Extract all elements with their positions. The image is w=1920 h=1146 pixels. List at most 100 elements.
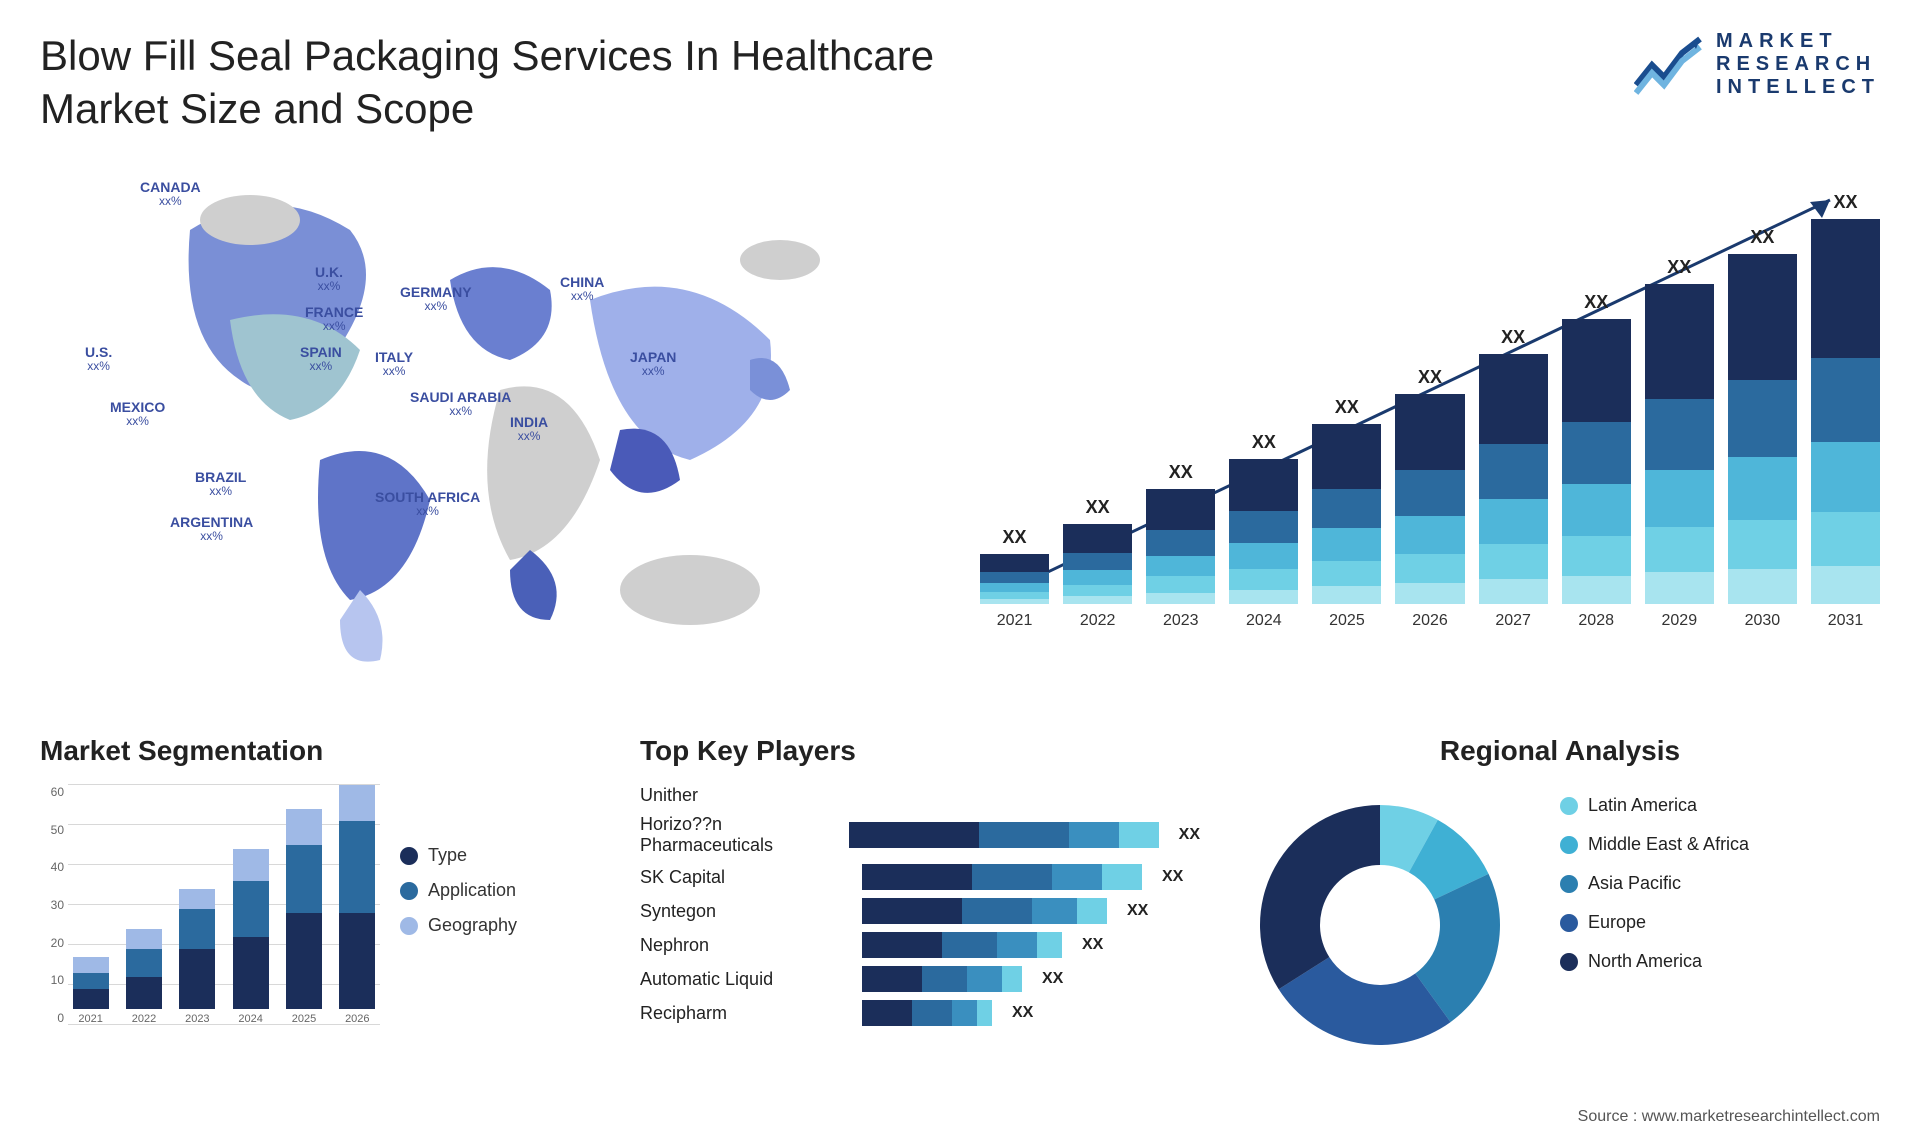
segmentation-bar-year: 2026 [345,1013,369,1025]
forecast-bar-year: 2025 [1329,612,1365,630]
player-bar [862,898,1107,924]
forecast-bar-year: 2022 [1080,612,1116,630]
logo-line-2: RESEARCH [1716,53,1880,76]
player-value-label: XX [1179,826,1200,844]
forecast-bar-value-label: XX [1584,292,1608,313]
forecast-bar [1479,354,1548,604]
forecast-bar-col: XX2025 [1312,397,1381,630]
player-value-label: XX [1042,970,1063,988]
segmentation-bar-col: 2024 [228,849,273,1025]
forecast-bar [1229,459,1298,604]
map-country-label: ITALYxx% [375,350,413,379]
forecast-bar-col: XX2030 [1728,227,1797,630]
legend-item: Europe [1560,912,1749,933]
map-country-label: U.K.xx% [315,265,343,294]
forecast-bar-col: XX2023 [1146,462,1215,630]
regional-heading: Regional Analysis [1240,735,1880,767]
forecast-bar-col: XX 2028 [1562,292,1631,630]
segmentation-bar-col: 2025 [281,809,326,1025]
legend-item: North America [1560,951,1749,972]
logo-mark-icon [1634,35,1704,95]
map-country-label: FRANCExx% [305,305,363,334]
forecast-bar-value-label: XX [1750,227,1774,248]
player-bar [849,822,1159,848]
forecast-bar-year: 2027 [1495,612,1531,630]
forecast-bar [1063,524,1132,604]
forecast-bar-value-label: XX [1833,192,1857,213]
regional-donut-chart [1240,785,1520,1065]
forecast-bar-year: 2026 [1412,612,1448,630]
player-name: SK Capital [640,867,850,888]
regional-panel: Regional Analysis Latin America Middle Ea… [1240,735,1880,1065]
player-bar [862,1000,992,1026]
legend-item: Middle East & Africa [1560,834,1749,855]
forecast-bar-value-label: XX [1086,497,1110,518]
world-map-icon [40,160,940,700]
players-panel: Top Key Players Unither Horizo??n Pharmac… [640,735,1200,1034]
legend-item: Asia Pacific [1560,873,1749,894]
forecast-bar-value-label: XX [1252,432,1276,453]
map-country-label: CANADAxx% [140,180,201,209]
forecast-bar-year: 2021 [997,612,1033,630]
map-country-label: INDIAxx% [510,415,548,444]
regional-legend: Latin America Middle East & Africa Asia Pa… [1560,785,1749,972]
forecast-bar [1146,489,1215,604]
map-country-label: CHINAxx% [560,275,604,304]
map-country-label: MEXICOxx% [110,400,165,429]
brand-logo: MARKET RESEARCH INTELLECT [1634,30,1880,99]
forecast-bar-col: XX 2022 [1063,497,1132,630]
segmentation-bar-year: 2022 [132,1013,156,1025]
player-name: Nephron [640,935,850,956]
player-name: Automatic Liquid [640,969,850,990]
forecast-bar [1811,219,1880,604]
legend-item: Application [400,880,517,901]
logo-line-3: INTELLECT [1716,76,1880,99]
forecast-bar-year: 2024 [1246,612,1282,630]
player-row: RecipharmXX [640,1000,1200,1026]
forecast-bar-col: XX2021 [980,527,1049,630]
segmentation-bar [339,785,375,1009]
players-heading: Top Key Players [640,735,1200,767]
forecast-bar [1312,424,1381,604]
player-row: Unither [640,785,1200,806]
forecast-bar [1562,319,1631,604]
map-country-label: ARGENTINAxx% [170,515,253,544]
forecast-bar-value-label: XX [1667,257,1691,278]
world-map-panel: CANADAxx%U.S.xx%MEXICOxx%BRAZILxx%ARGENT… [40,160,940,700]
segmentation-bar-col: 2023 [175,889,220,1025]
forecast-bar-col: XX2026 [1395,367,1464,630]
forecast-bar-year: 2028 [1578,612,1614,630]
forecast-bar-value-label: XX [1169,462,1193,483]
forecast-chart: XX2021XX2022XX2023XX2024XX2025XX2026XX20… [980,160,1880,700]
player-row: Horizo??n PharmaceuticalsXX [640,814,1200,856]
legend-item: Latin America [1560,795,1749,816]
source-attribution: Source : www.marketresearchintellect.com [1578,1108,1880,1126]
forecast-bar [1395,394,1464,604]
player-bar [862,864,1142,890]
forecast-bar [1645,284,1714,604]
player-bar [862,932,1062,958]
forecast-bar-year: 2031 [1828,612,1864,630]
map-country-label: SPAINxx% [300,345,342,374]
player-value-label: XX [1127,902,1148,920]
segmentation-bar [126,929,162,1009]
segmentation-bar-col: 2026 [335,785,380,1025]
segmentation-bar-year: 2023 [185,1013,209,1025]
segmentation-bar [233,849,269,1009]
segmentation-panel: Market Segmentation 6050403020100 202120… [40,735,600,1045]
segmentation-bar [179,889,215,1009]
player-name: Syntegon [640,901,850,922]
segmentation-bar-year: 2024 [238,1013,262,1025]
player-row: Automatic Liquid XX [640,966,1200,992]
player-bar [862,966,1022,992]
map-country-label: SAUDI ARABIAxx% [410,390,511,419]
player-name: Recipharm [640,1003,850,1024]
logo-line-1: MARKET [1716,30,1880,53]
segmentation-heading: Market Segmentation [40,735,600,767]
forecast-bar [1728,254,1797,604]
donut-slice [1260,805,1380,989]
segmentation-bar [286,809,322,1009]
player-row: SK CapitalXX [640,864,1200,890]
legend-item: Geography [400,915,517,936]
forecast-bar [980,554,1049,604]
